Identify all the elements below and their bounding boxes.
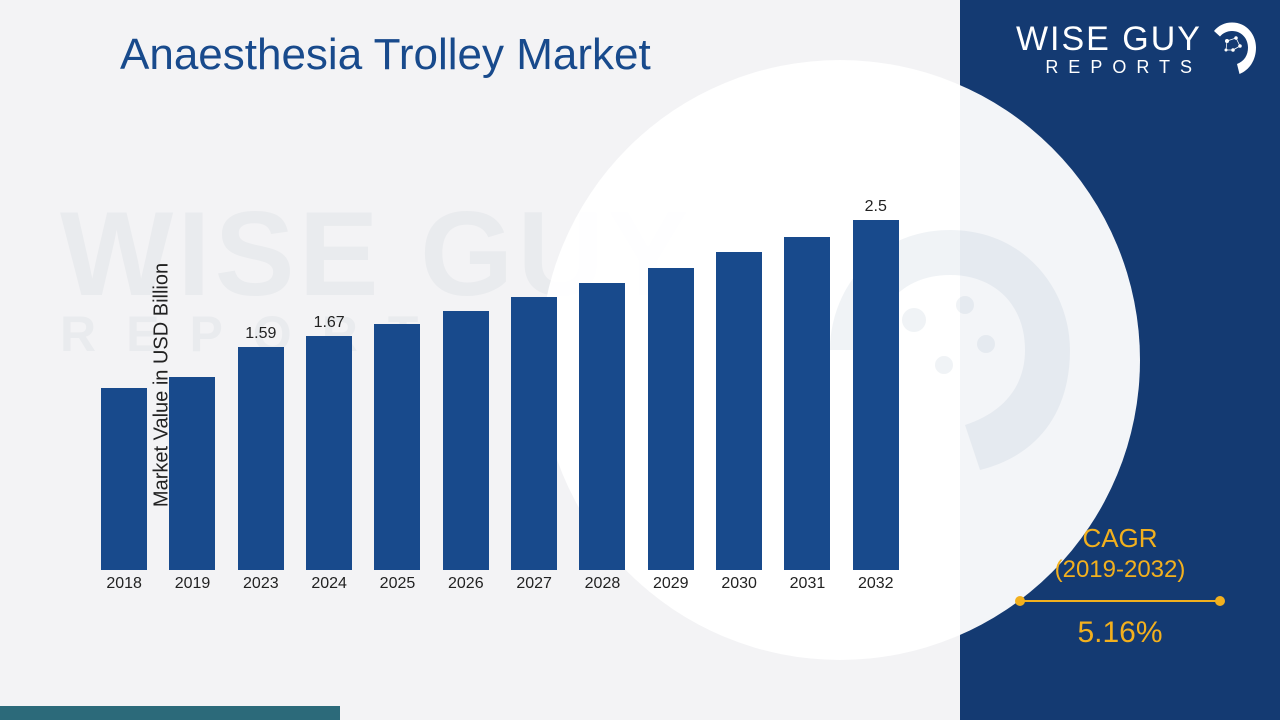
bar-value-label: 1.67 <box>299 314 359 332</box>
brand-subtitle: REPORTS <box>1016 58 1202 76</box>
x-tick-label: 2029 <box>648 575 694 593</box>
bar-group <box>374 324 420 570</box>
chart-area: Market Value in USD Billion 1.591.672.5 … <box>60 150 910 620</box>
x-tick-label: 2018 <box>101 575 147 593</box>
bar <box>306 336 352 570</box>
x-tick-label: 2032 <box>853 575 899 593</box>
bar <box>169 377 215 570</box>
brand-head-icon <box>1206 20 1258 80</box>
bar <box>101 388 147 570</box>
bar-value-label: 2.5 <box>846 198 906 216</box>
bar <box>579 283 625 570</box>
x-tick-label: 2024 <box>306 575 352 593</box>
bar-group <box>716 252 762 570</box>
x-tick-label: 2027 <box>511 575 557 593</box>
brand-name: WISE GUY <box>1016 22 1202 56</box>
bar <box>374 324 420 570</box>
x-tick-label: 2031 <box>784 575 830 593</box>
x-tick-label: 2025 <box>374 575 420 593</box>
x-tick-label: 2026 <box>443 575 489 593</box>
bar <box>511 297 557 570</box>
bar-group: 1.59 <box>238 347 284 570</box>
bar-group <box>169 377 215 570</box>
chart-title: Anaesthesia Trolley Market <box>120 30 651 80</box>
bar-group <box>784 237 830 570</box>
bar-plot: 1.59 1.67 2.5 <box>90 150 910 570</box>
bar-group <box>648 268 694 570</box>
bar <box>238 347 284 570</box>
bar-group <box>579 283 625 570</box>
x-tick-label: 2028 <box>579 575 625 593</box>
bar-group: 2.5 <box>853 220 899 570</box>
bar-group <box>101 388 147 570</box>
bar <box>443 311 489 570</box>
bar <box>784 237 830 570</box>
cagr-divider <box>1020 600 1220 602</box>
cagr-value: 5.16% <box>1000 616 1240 650</box>
x-tick-label: 2019 <box>169 575 215 593</box>
x-axis: 2018 2019 2023 2024 2025 2026 2027 2028 2029 2030… <box>90 575 910 593</box>
bar <box>716 252 762 570</box>
bar <box>648 268 694 570</box>
bar-group: 1.67 <box>306 336 352 570</box>
cagr-box: CAGR (2019-2032) 5.16% <box>1000 523 1240 650</box>
bar-group <box>511 297 557 570</box>
x-tick-label: 2023 <box>238 575 284 593</box>
x-tick-label: 2030 <box>716 575 762 593</box>
cagr-range: (2019-2032) <box>1000 556 1240 584</box>
page-root: WISE GUY REPORTS Anaesthesia Trolley Mar… <box>0 0 1280 720</box>
bar <box>853 220 899 570</box>
footer-accent-bar <box>0 706 340 720</box>
bar-value-label: 1.59 <box>231 325 291 343</box>
cagr-title: CAGR <box>1000 523 1240 554</box>
bar-group <box>443 311 489 570</box>
brand-logo: WISE GUY REPORTS <box>1016 22 1258 76</box>
